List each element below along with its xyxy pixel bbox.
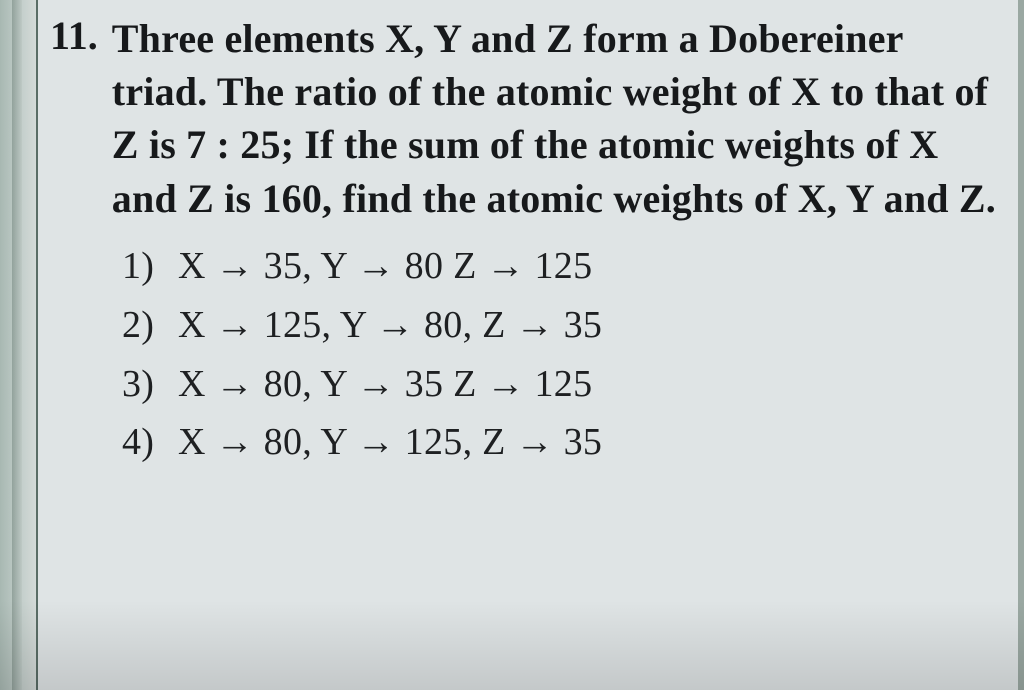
option-text: X → 80, Y → 125, Z → 35 (178, 413, 602, 472)
page-spine-shadow (12, 0, 22, 690)
option-row: 1) X → 35, Y → 80 Z → 125 (122, 237, 1008, 296)
option-row: 2) X → 125, Y → 80, Z → 35 (122, 296, 1008, 355)
question-block: 11. Three elements X, Y and Z form a Dob… (50, 12, 1008, 225)
content-area: 11. Three elements X, Y and Z form a Dob… (46, 8, 1016, 682)
option-number: 2) (122, 296, 164, 355)
page-spine-edge (0, 0, 38, 690)
option-number: 3) (122, 355, 164, 414)
option-row: 4) X → 80, Y → 125, Z → 35 (122, 413, 1008, 472)
question-number: 11. (50, 12, 98, 60)
right-frame-edge (1018, 0, 1024, 690)
question-text: Three elements X, Y and Z form a Doberei… (112, 12, 1008, 225)
option-number: 1) (122, 237, 164, 296)
option-text: X → 80, Y → 35 Z → 125 (178, 355, 592, 414)
options-block: 1) X → 35, Y → 80 Z → 125 2) X → 125, Y … (122, 237, 1008, 473)
option-text: X → 35, Y → 80 Z → 125 (178, 237, 592, 296)
option-text: X → 125, Y → 80, Z → 35 (178, 296, 602, 355)
option-row: 3) X → 80, Y → 35 Z → 125 (122, 355, 1008, 414)
option-number: 4) (122, 413, 164, 472)
